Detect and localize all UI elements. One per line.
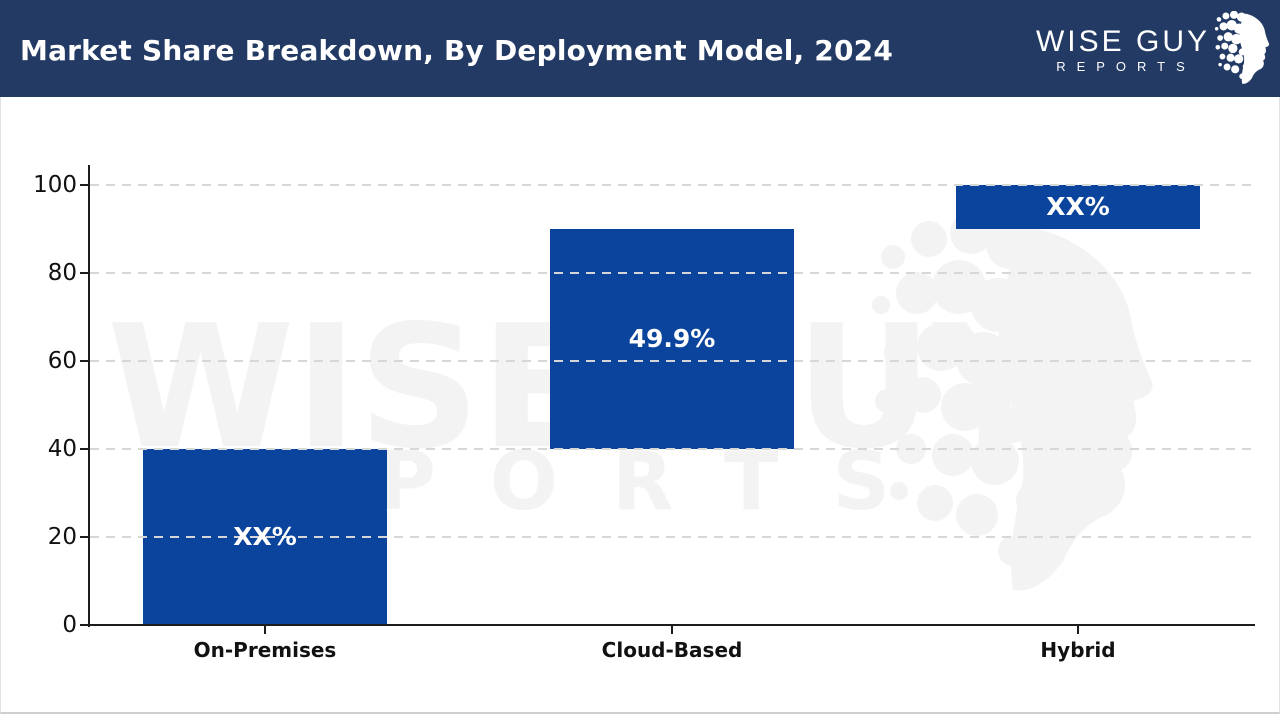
gridline	[90, 448, 1253, 450]
y-tick-label: 100	[33, 172, 77, 198]
chart-canvas: WISE GUY REPORTS 0 20 40 60 80 100 On-Premises…	[0, 97, 1280, 714]
y-tick-mark	[80, 624, 88, 626]
y-tick-label: 20	[47, 524, 77, 550]
y-tick-label: 0	[62, 612, 77, 638]
page-title: Market Share Breakdown, By Deployment Mo…	[20, 34, 894, 67]
y-tick-mark	[80, 536, 88, 538]
logo-brand-text: WISE GUY	[1035, 24, 1210, 58]
y-tick-mark	[80, 448, 88, 450]
x-tick-mark	[264, 626, 266, 634]
logo-text: WISE GUY REPORTS	[1036, 25, 1210, 74]
y-tick-label: 40	[47, 436, 77, 462]
bar-cloud-based	[550, 229, 794, 449]
bar-value-label: 49.9%	[628, 324, 716, 354]
watermark-face-icon	[872, 215, 1153, 591]
x-tick-label: On-Premises	[193, 638, 337, 662]
bar-value-label: XX%	[233, 522, 297, 551]
logo-reports-text: REPORTS	[1056, 58, 1196, 74]
y-tick-mark	[80, 272, 88, 274]
x-tick-label: Hybrid	[1040, 638, 1116, 662]
y-tick-mark	[80, 184, 88, 186]
y-tick-label: 80	[47, 260, 77, 286]
wise-guy-reports-logo: WISE GUY REPORTS	[1036, 8, 1270, 90]
y-tick-label: 60	[47, 348, 77, 374]
y-tick-mark	[80, 360, 88, 362]
x-axis	[88, 624, 1255, 626]
x-tick-mark	[671, 626, 673, 634]
bar-hybrid	[956, 185, 1200, 230]
logo-face-icon	[1214, 11, 1270, 84]
header-bar: Market Share Breakdown, By Deployment Mo…	[0, 0, 1280, 97]
gridline	[90, 536, 1253, 538]
gridline	[90, 184, 1253, 186]
gridline	[90, 360, 1253, 362]
y-axis	[88, 165, 90, 627]
x-tick-label: Cloud-Based	[601, 638, 743, 662]
x-tick-mark	[1077, 626, 1079, 634]
bar-value-label: XX%	[1046, 192, 1110, 222]
gridline	[90, 272, 1253, 274]
